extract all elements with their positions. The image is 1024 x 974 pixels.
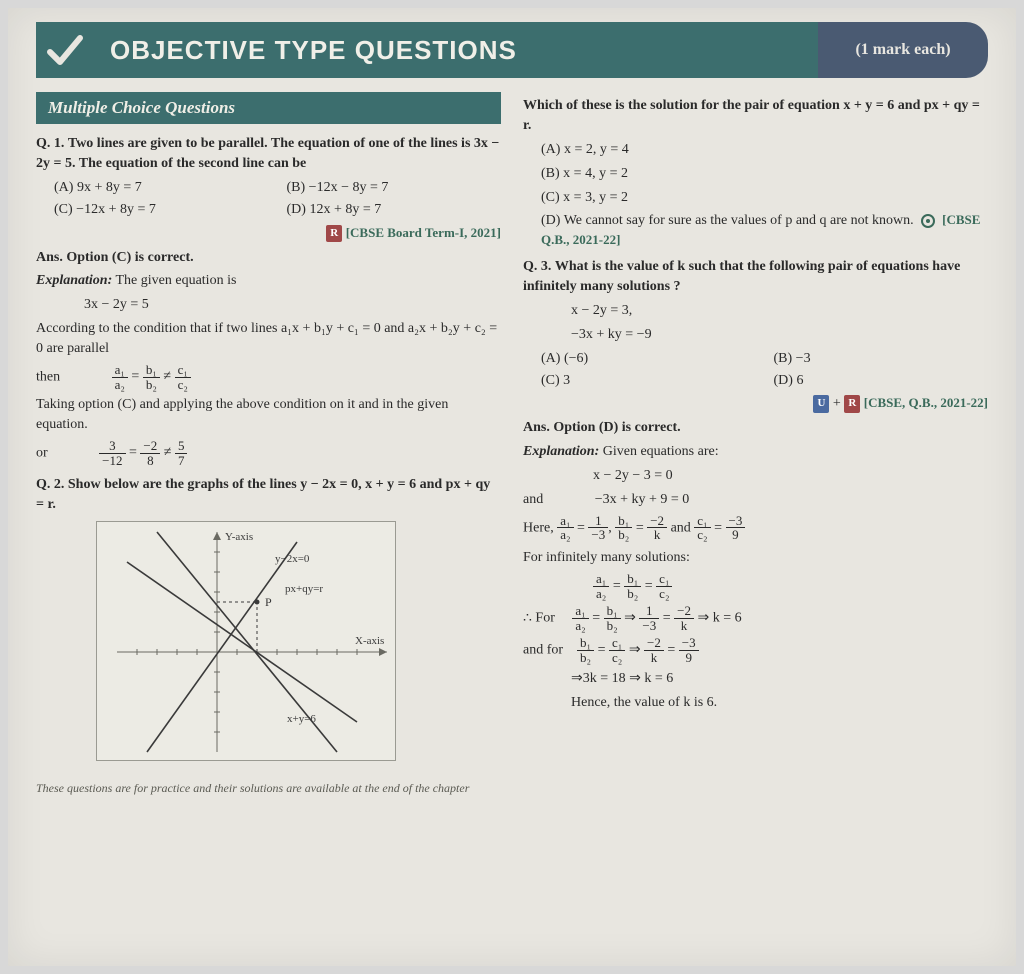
q1-opt-d: (D) 12x + 8y = 7 — [287, 200, 502, 220]
q3-expl-intro: Explanation: Given equations are: — [523, 442, 988, 462]
q1-opt-a: (A) 9x + 8y = 7 — [54, 178, 269, 198]
q1-ratio: a₁a₂ = b₁b₂ ≠ c₁c₂ — [112, 369, 191, 384]
q3-source: [CBSE, Q.B., 2021-22] — [864, 395, 988, 410]
q1-or: or — [36, 445, 48, 460]
mcq-heading: Multiple Choice Questions — [36, 92, 501, 124]
q2b-opt-a: (A) x = 2, y = 4 — [541, 140, 988, 160]
q1-expl1-text: The given equation is — [116, 273, 237, 288]
q3-here-line: Here, a₁a₂ = 1−3, b₁b₂ = −2k and c₁c₂ = … — [523, 514, 988, 542]
q3-answer: Ans. Option (D) is correct. — [523, 418, 988, 438]
q1-text: Two lines are given to be parallel. The … — [36, 136, 499, 171]
q3-andfor: and for — [523, 643, 563, 658]
q1-options: (A) 9x + 8y = 7 (B) −12x − 8y = 7 (C) −1… — [54, 178, 501, 220]
q3-here: Here, — [523, 520, 554, 535]
tag-r2-icon: R — [844, 395, 860, 413]
svg-text:X-axis: X-axis — [355, 635, 384, 647]
q3-opt-a: (A) (−6) — [541, 349, 756, 369]
q2b-stem: Which of these is the solution for the p… — [523, 96, 988, 136]
q1-expl2: According to the condition that if two l… — [36, 319, 501, 359]
q2b-opt-c: (C) x = 3, y = 2 — [541, 188, 988, 208]
q3-geq1: x − 2y − 3 = 0 — [593, 466, 988, 486]
q1-label: Q. 1. — [36, 136, 64, 151]
header: OBJECTIVE TYPE QUESTIONS (1 mark each) — [36, 22, 988, 78]
tag-r-icon: R — [326, 225, 342, 243]
q1-source-line: R [CBSE Board Term-I, 2021] — [36, 224, 501, 244]
content-columns: Multiple Choice Questions Q. 1. Two line… — [36, 92, 988, 767]
svg-text:px+qy=r: px+qy=r — [285, 583, 323, 595]
target-icon — [921, 214, 935, 228]
q3-source-line: U + R [CBSE, Q.B., 2021-22] — [523, 394, 988, 414]
q3-and: and — [523, 492, 543, 507]
q3-expl1: Given equations are: — [603, 444, 719, 459]
q1-opt-c: (C) −12x + 8y = 7 — [54, 200, 269, 220]
q3-inf-line: For infinitely many solutions: — [523, 548, 988, 568]
q1-num-ratio: 3−12 = −28 ≠ 57 — [99, 445, 187, 460]
q1-then: then — [36, 369, 60, 384]
page-title: OBJECTIVE TYPE QUESTIONS — [92, 22, 818, 78]
q3-step-bc: and for b₁b₂ = c₁c₂ ⇒ −2k = −39 — [523, 636, 988, 664]
q3-and-line: and −3x + ky + 9 = 0 — [523, 490, 988, 510]
q2b-opt-b: (B) x = 4, y = 2 — [541, 164, 988, 184]
graph-figure: P Y-axis X-axis y−2x=0 px+qy=r x+y=6 — [96, 521, 396, 761]
q2b-options: (A) x = 2, y = 4 (B) x = 4, y = 2 (C) x … — [541, 140, 988, 251]
q1-stem: Q. 1. Two lines are given to be parallel… — [36, 134, 501, 174]
mark-badge: (1 mark each) — [818, 22, 988, 78]
explanation-label: Explanation: — [36, 273, 112, 288]
q3-eq2: −3x + ky = −9 — [571, 325, 988, 345]
footnote: These questions are for practice and the… — [36, 781, 988, 796]
q2-label: Q. 2. — [36, 477, 64, 492]
q3-label: Q. 3. — [523, 259, 551, 274]
svg-text:x+y=6: x+y=6 — [287, 713, 316, 725]
right-column: Which of these is the solution for the p… — [523, 92, 988, 767]
svg-text:y−2x=0: y−2x=0 — [275, 553, 310, 565]
q3-inf-eq: a₁a₂ = b₁b₂ = c₁c₂ — [593, 572, 988, 600]
tag-u-icon: U — [813, 395, 829, 413]
q3-geq2: −3x + ky + 9 = 0 — [595, 492, 690, 507]
graph-p-label: P — [265, 595, 272, 609]
q3-opt-d: (D) 6 — [774, 371, 989, 391]
q1-expl3: Taking option (C) and applying the above… — [36, 395, 501, 435]
q1-source: [CBSE Board Term-I, 2021] — [346, 225, 501, 240]
q1-ratio-nums: or 3−12 = −28 ≠ 57 — [36, 439, 501, 467]
q3-for: For — [535, 611, 554, 626]
q3-opt-b: (B) −3 — [774, 349, 989, 369]
page: OBJECTIVE TYPE QUESTIONS (1 mark each) M… — [8, 8, 1016, 966]
q1-ratio-line: then a₁a₂ = b₁b₂ ≠ c₁c₂ — [36, 363, 501, 391]
q1-answer: Ans. Option (C) is correct. — [36, 248, 501, 268]
q1-opt-b: (B) −12x − 8y = 7 — [287, 178, 502, 198]
q3-eq1: x − 2y = 3, — [571, 301, 988, 321]
left-column: Multiple Choice Questions Q. 1. Two line… — [36, 92, 501, 767]
q3-fin2: Hence, the value of k is 6. — [571, 693, 988, 713]
q3-options: (A) (−6) (B) −3 (C) 3 (D) 6 — [541, 349, 988, 391]
svg-text:Y-axis: Y-axis — [225, 531, 253, 543]
q3-fin1: 3k = 18 ⇒ k = 6 — [571, 669, 988, 689]
q3-step-ab: For a₁a₂ = b₁b₂ ⇒ 1−3 = −2k ⇒ k = 6 — [523, 604, 988, 632]
q1-expl-1: Explanation: The given equation is — [36, 271, 501, 291]
q3-opt-c: (C) 3 — [541, 371, 756, 391]
check-icon — [36, 22, 92, 78]
q3-stem: Q. 3. What is the value of k such that t… — [523, 257, 988, 297]
q2b-opt-d: (D) We cannot say for sure as the values… — [541, 211, 988, 251]
q3-expl-label: Explanation: — [523, 444, 599, 459]
q2-stem: Q. 2. Show below are the graphs of the l… — [36, 475, 501, 515]
q1-eq1: 3x − 2y = 5 — [84, 295, 501, 315]
q2-text: Show below are the graphs of the lines y… — [36, 477, 490, 512]
q3-text: What is the value of k such that the fol… — [523, 259, 960, 294]
